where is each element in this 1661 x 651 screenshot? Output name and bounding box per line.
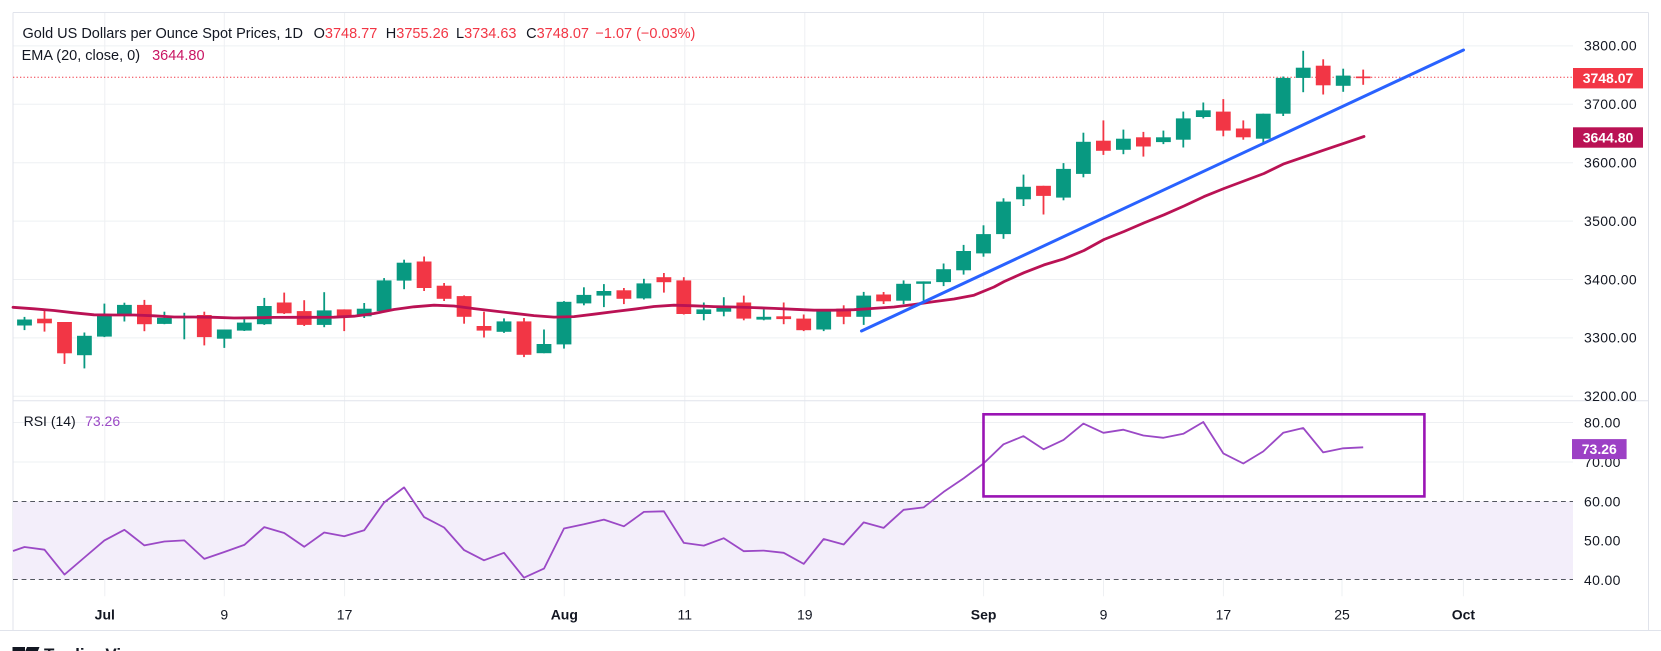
svg-text:80.00: 80.00 [1584,414,1621,430]
svg-text:50.00: 50.00 [1584,533,1621,549]
svg-text:Aug: Aug [551,607,578,623]
svg-text:TradingView: TradingView [44,645,145,651]
svg-text:Jul: Jul [95,607,115,623]
svg-text:60.00: 60.00 [1584,493,1621,509]
svg-text:73.26: 73.26 [1582,441,1617,457]
svg-text:40.00: 40.00 [1584,572,1621,588]
svg-text:Sep: Sep [971,607,997,623]
svg-text:EMA (20, close, 0)3644.80: EMA (20, close, 0) 3644.80 [22,48,205,64]
svg-text:25: 25 [1334,607,1350,623]
svg-text:3400.00: 3400.00 [1584,271,1637,287]
svg-text:17: 17 [1216,607,1232,623]
svg-text:Gold US Dollars per Ounce Spot: Gold US Dollars per Ounce Spot Prices, 1… [23,26,696,42]
svg-text:9: 9 [220,607,228,623]
svg-text:17: 17 [337,607,353,623]
svg-text:3600.00: 3600.00 [1584,155,1637,171]
svg-text:3748.07: 3748.07 [1583,70,1634,86]
svg-text:19: 19 [797,607,813,623]
svg-text:9: 9 [1100,607,1108,623]
svg-text:RSI (14)73.26: RSI (14) 73.26 [24,413,121,429]
svg-text:Oct: Oct [1452,607,1476,623]
svg-text:3800.00: 3800.00 [1584,38,1637,54]
svg-text:3200.00: 3200.00 [1584,388,1637,404]
svg-text:3700.00: 3700.00 [1584,96,1637,112]
svg-text:3300.00: 3300.00 [1584,330,1637,346]
svg-text:3500.00: 3500.00 [1584,213,1637,229]
svg-text:3644.80: 3644.80 [1583,129,1634,145]
svg-text:11: 11 [678,607,693,623]
